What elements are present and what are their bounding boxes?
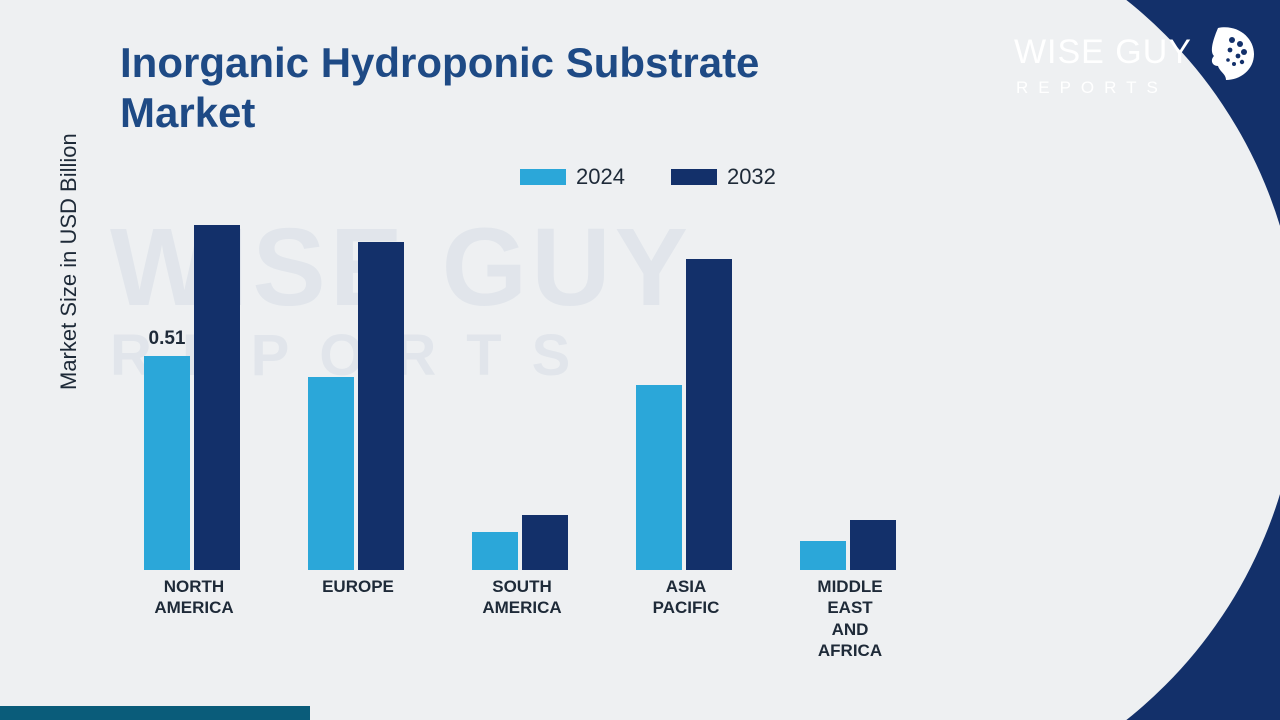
- bar-2024: [308, 377, 354, 570]
- logo-head-icon: [1198, 22, 1258, 82]
- logo-text-line1: WISE GUY: [1014, 33, 1192, 72]
- legend-label-2032: 2032: [727, 164, 776, 190]
- bar-2032: [850, 520, 896, 570]
- right-brand-panel: [970, 0, 1280, 720]
- x-axis-label: SOUTHAMERICA: [457, 576, 587, 619]
- legend-swatch-2024: [520, 169, 566, 185]
- x-axis-label: ASIAPACIFIC: [621, 576, 751, 619]
- bar-2032: [358, 242, 404, 570]
- chart-canvas: WISE GUY REPORTS Inorganic Hydroponic Su…: [0, 0, 1280, 720]
- bar-2024: [800, 541, 846, 570]
- bar-chart-area: 0.51: [112, 200, 932, 570]
- x-axis-label: EUROPE: [293, 576, 423, 597]
- legend-swatch-2032: [671, 169, 717, 185]
- x-axis-label: NORTHAMERICA: [129, 576, 259, 619]
- y-axis-label: Market Size in USD Billion: [56, 133, 82, 390]
- x-axis-label: MIDDLEEASTANDAFRICA: [785, 576, 915, 661]
- legend-label-2024: 2024: [576, 164, 625, 190]
- bar-2024: [472, 532, 518, 570]
- legend-item-2032: 2032: [671, 164, 776, 190]
- brand-logo: WISE GUY REPORTS: [1014, 22, 1258, 98]
- bar-2032: [194, 225, 240, 570]
- bar-2024: [144, 356, 190, 570]
- bottom-accent-strip: [0, 706, 310, 720]
- legend: 2024 2032: [520, 164, 776, 190]
- bar-2024: [636, 385, 682, 570]
- bar-2032: [686, 259, 732, 570]
- legend-item-2024: 2024: [520, 164, 625, 190]
- bar-value-label: 0.51: [117, 328, 217, 350]
- chart-title: Inorganic Hydroponic Substrate Market: [120, 38, 880, 137]
- bar-2032: [522, 515, 568, 570]
